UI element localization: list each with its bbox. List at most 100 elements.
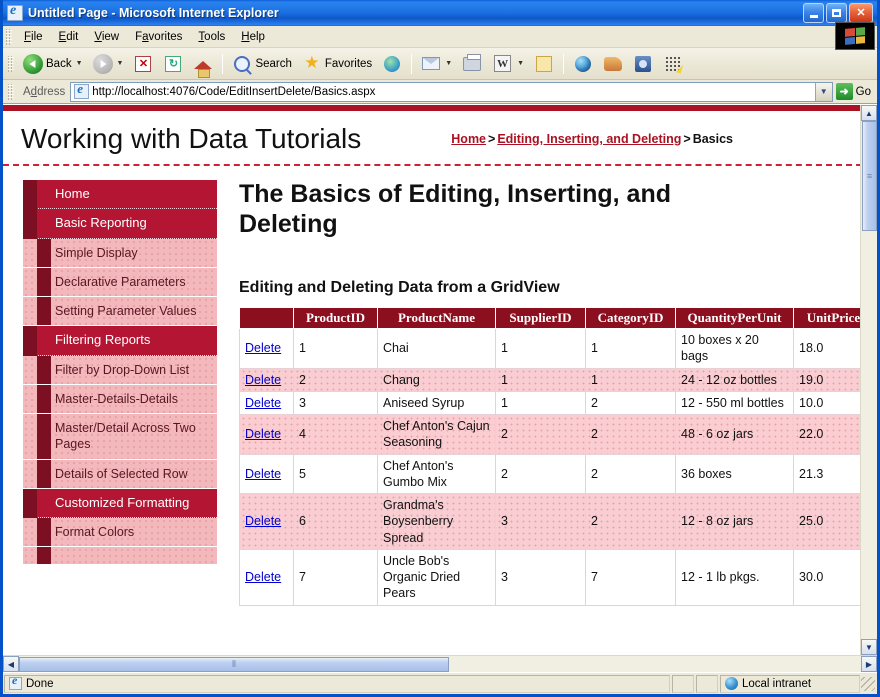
menu-favorites-rest: vorites <box>148 30 183 43</box>
sidebar-item-filter-by-drop-down-list[interactable]: Filter by Drop-Down List <box>23 355 217 385</box>
home-button[interactable] <box>188 51 218 78</box>
mail-button[interactable]: ▼ <box>416 51 457 77</box>
research-button[interactable] <box>628 51 658 77</box>
discuss-button[interactable] <box>568 51 598 77</box>
cell-categoryid: 2 <box>585 414 676 455</box>
cell-command: Delete <box>239 414 294 455</box>
scroll-up-button[interactable]: ▲ <box>861 105 877 121</box>
research-icon <box>635 55 652 72</box>
back-button[interactable]: Back ▼ <box>18 51 88 77</box>
breadcrumb-item-editing[interactable]: Editing, Inserting, and Deleting <box>497 131 682 146</box>
delete-link[interactable]: Delete <box>245 427 282 442</box>
cell-supplierid: 3 <box>495 493 586 550</box>
nav-accent-bar <box>37 547 51 565</box>
minimize-button[interactable] <box>803 3 824 23</box>
menu-file[interactable]: File <box>24 30 43 43</box>
encarta-icon <box>665 55 682 72</box>
column-header-command <box>239 307 294 329</box>
sidebar-item-setting-parameter-values[interactable]: Setting Parameter Values <box>23 297 217 327</box>
sidebar-item-filtering-reports[interactable]: Filtering Reports <box>23 326 217 356</box>
nav-accent-bar <box>23 180 37 210</box>
menu-help[interactable]: Help <box>241 30 265 43</box>
browser-toolbar: Back ▼ ▼ ✕ ↻ Search ★ Favorites <box>3 48 877 80</box>
vertical-scrollbar[interactable]: ▲ ≡ ▼ <box>860 105 877 655</box>
cell-quantityperunit: 36 boxes <box>675 453 794 494</box>
go-label: Go <box>855 85 871 98</box>
address-url-text: http://localhost:4076/Code/EditInsertDel… <box>92 85 376 98</box>
cell-unitprice: 22.0 <box>793 414 860 455</box>
toolbar-gripper[interactable] <box>8 55 14 72</box>
menu-view[interactable]: View <box>94 30 120 43</box>
sidebar-item-basic-reporting[interactable]: Basic Reporting <box>23 209 217 239</box>
cell-command: Delete <box>239 453 294 494</box>
scroll-left-button[interactable]: ◀ <box>3 656 19 672</box>
menu-tools[interactable]: Tools <box>198 30 226 43</box>
stop-button[interactable]: ✕ <box>128 51 158 77</box>
address-input[interactable]: http://localhost:4076/Code/EditInsertDel… <box>70 81 833 102</box>
forward-dropdown-icon[interactable]: ▼ <box>116 60 124 67</box>
edit-dropdown-icon[interactable]: ▼ <box>517 60 525 67</box>
sidebar-item-master-detail-across-two-pages[interactable]: Master/Detail Across Two Pages <box>23 414 217 460</box>
sidebar-item-customized-formatting-label: Customized Formatting <box>23 488 217 518</box>
cell-command: Delete <box>239 367 294 392</box>
delete-link[interactable]: Delete <box>245 395 282 410</box>
horizontal-scrollbar[interactable]: ◀ ⦀ ▶ <box>3 655 877 672</box>
print-button[interactable] <box>457 51 487 77</box>
sidebar-item-home[interactable]: Home <box>23 180 217 210</box>
menu-gripper[interactable] <box>6 28 12 45</box>
address-label: Address <box>23 85 66 98</box>
encarta-button[interactable] <box>658 51 688 77</box>
main-content: The Basics of Editing, Inserting, and De… <box>217 180 860 606</box>
refresh-button[interactable]: ↻ <box>158 51 188 77</box>
menu-edit[interactable]: Edit <box>58 30 79 43</box>
sidebar-item-declarative-parameters-label: Declarative Parameters <box>55 274 186 289</box>
sidebar-item-declarative-parameters[interactable]: Declarative Parameters <box>23 267 217 297</box>
favorites-button[interactable]: ★ Favorites <box>297 51 377 77</box>
cell-productname: Aniseed Syrup <box>377 390 496 416</box>
status-pane-3 <box>696 674 718 693</box>
messenger-button[interactable] <box>598 51 628 77</box>
windows-flag-icon[interactable] <box>835 22 875 50</box>
sidebar-item-simple-display[interactable]: Simple Display <box>23 238 217 268</box>
scroll-right-button[interactable]: ▶ <box>861 656 877 672</box>
delete-link[interactable]: Delete <box>245 372 282 387</box>
vertical-scroll-track[interactable] <box>861 231 877 639</box>
cell-unitprice: 21.3 <box>793 453 860 494</box>
history-button[interactable] <box>377 51 407 77</box>
search-button[interactable]: Search <box>227 51 296 77</box>
mail-dropdown-icon[interactable]: ▼ <box>445 60 453 67</box>
toolbar-separator-3 <box>563 53 565 74</box>
sidebar-item-partial[interactable] <box>23 547 217 566</box>
go-button[interactable]: ➜ Go <box>833 83 877 100</box>
cell-categoryid: 1 <box>585 328 676 369</box>
table-row: Delete 7 Uncle Bob's Organic Dried Pears… <box>239 548 860 606</box>
delete-link[interactable]: Delete <box>245 466 282 481</box>
menu-edit-rest: dit <box>66 30 79 43</box>
sidebar-item-customized-formatting[interactable]: Customized Formatting <box>23 488 217 518</box>
back-dropdown-icon[interactable]: ▼ <box>75 60 83 67</box>
notes-button[interactable] <box>529 51 559 77</box>
delete-link[interactable]: Delete <box>245 570 282 584</box>
chevron-down-icon[interactable]: ▼ <box>814 82 832 101</box>
scroll-down-button[interactable]: ▼ <box>861 639 877 655</box>
delete-link[interactable]: Delete <box>245 514 282 529</box>
horizontal-scroll-thumb[interactable]: ⦀ <box>19 656 449 672</box>
edit-button[interactable]: W ▼ <box>487 51 529 77</box>
delete-link[interactable]: Delete <box>245 341 282 356</box>
address-gripper[interactable] <box>8 83 14 100</box>
page-title: The Basics of Editing, Inserting, and De… <box>239 180 671 238</box>
sidebar-item-master-details-details[interactable]: Master-Details-Details <box>23 384 217 414</box>
nav-accent-bar <box>37 355 51 384</box>
cell-categoryid: 2 <box>585 390 676 416</box>
sidebar-item-format-colors[interactable]: Format Colors <box>23 518 217 548</box>
menu-favorites[interactable]: Favorites <box>135 30 183 43</box>
resize-grip[interactable] <box>861 676 875 691</box>
vertical-scroll-thumb[interactable]: ≡ <box>862 121 877 231</box>
forward-button[interactable]: ▼ <box>88 51 129 77</box>
close-button[interactable]: ✕ <box>849 3 873 23</box>
ie-page-icon <box>7 3 23 21</box>
maximize-button[interactable] <box>826 3 847 23</box>
breadcrumb-item-home[interactable]: Home <box>451 131 487 146</box>
edit-word-icon: W <box>494 55 512 72</box>
sidebar-item-details-of-selected-row[interactable]: Details of Selected Row <box>23 459 217 489</box>
